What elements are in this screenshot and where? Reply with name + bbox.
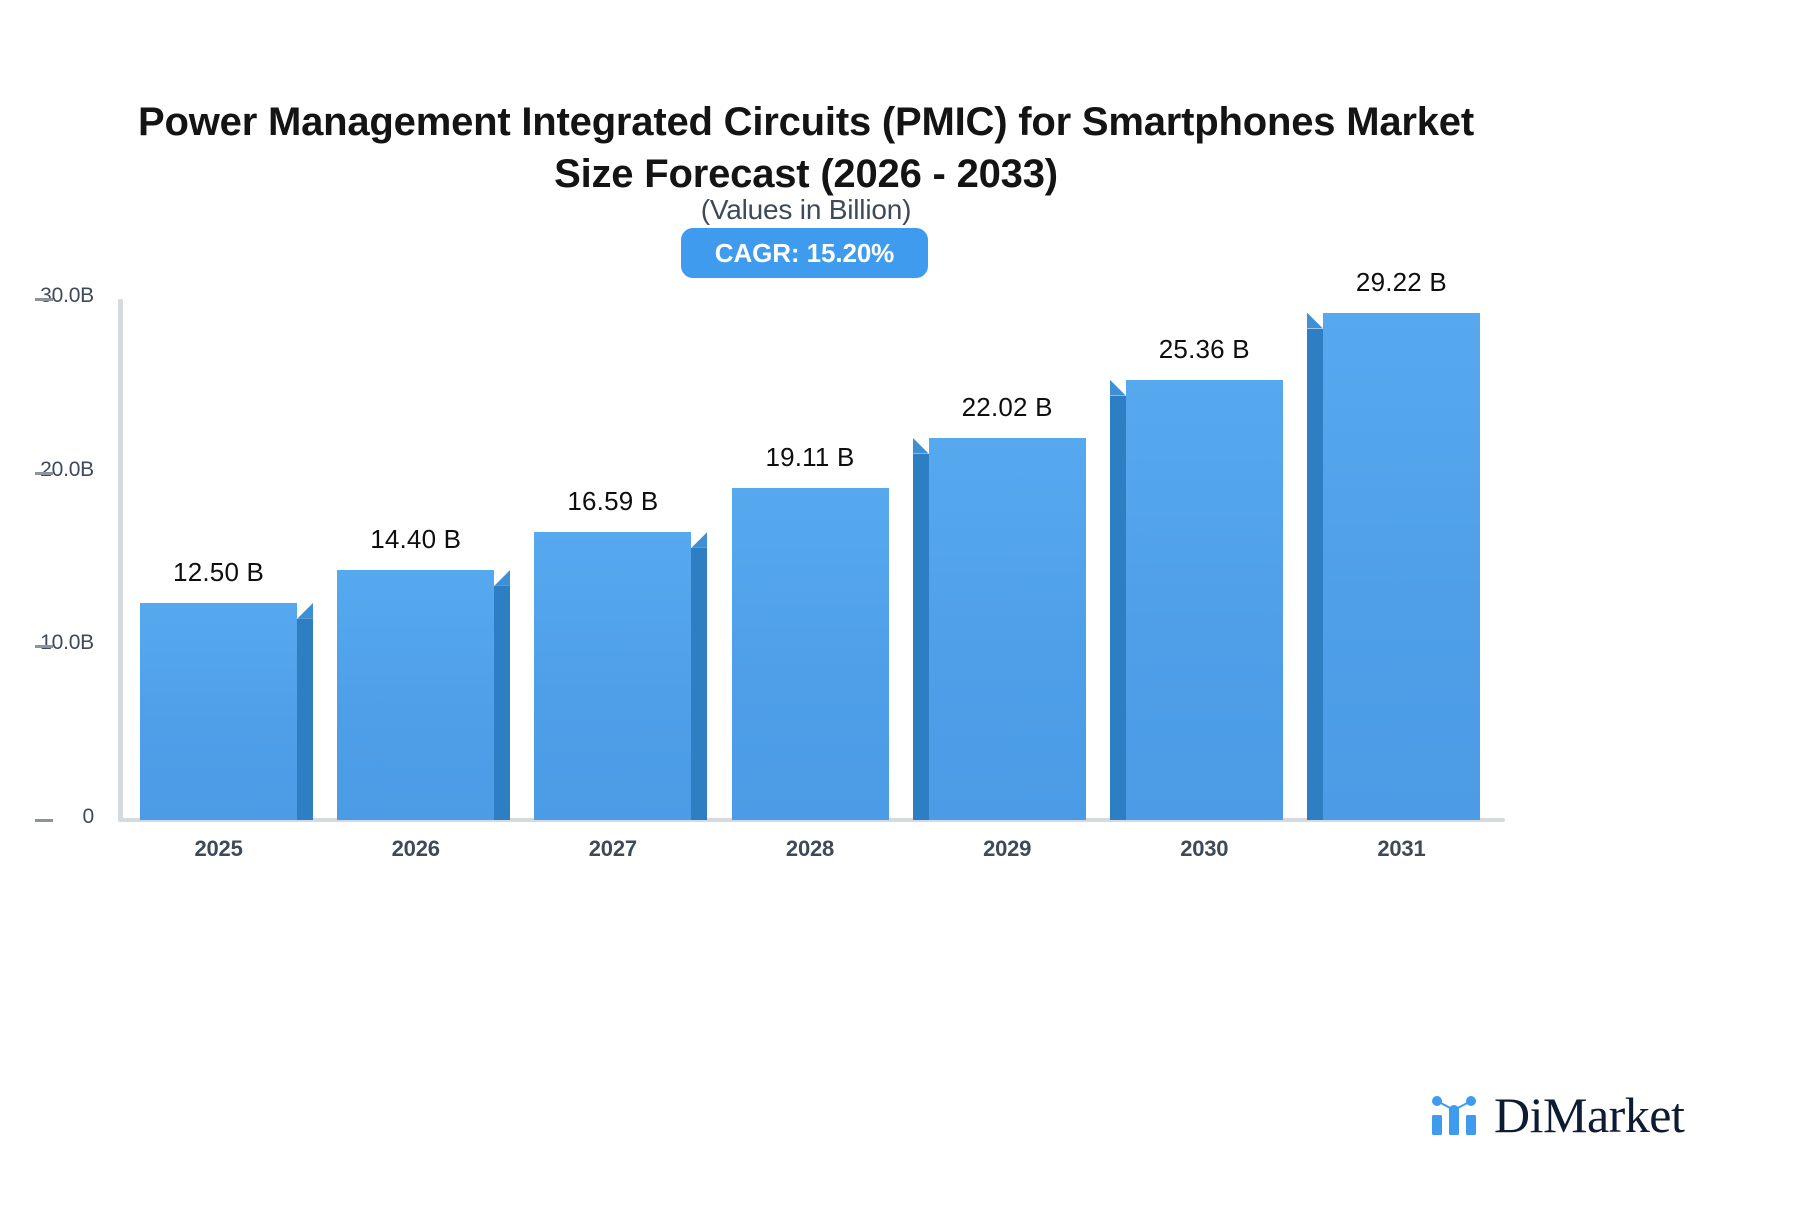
- y-axis-tick-label: 30.0B: [40, 284, 94, 307]
- x-axis-tick-label: 2029: [983, 836, 1032, 861]
- y-axis-tick-mark: [35, 471, 53, 475]
- bar[interactable]: [337, 569, 511, 820]
- bar-value-label: 22.02 B: [961, 391, 1053, 422]
- y-axis-tick: 30.0B: [0, 284, 94, 308]
- y-axis-tick-mark: [35, 298, 53, 301]
- x-axis-tick-label: 2026: [391, 836, 440, 861]
- y-axis-line: [118, 299, 123, 821]
- y-axis-tick: 10.0B: [0, 631, 94, 655]
- bar-side-face: [1109, 395, 1126, 820]
- y-axis-tick: 0: [0, 805, 94, 829]
- bar-front-face: [337, 569, 495, 820]
- bar-value-label: 12.50 B: [173, 556, 265, 587]
- x-axis-tick-label: 2028: [785, 836, 835, 861]
- bar-value-label: 25.36 B: [1158, 333, 1250, 364]
- title-block: Power Management Integrated Circuits (PM…: [0, 96, 1612, 200]
- bar[interactable]: [140, 602, 314, 820]
- bar-chart-dots-icon: [1432, 1096, 1476, 1135]
- bar-front-face: [1322, 312, 1480, 820]
- y-axis-tick-label: 0: [82, 805, 95, 828]
- bar-top-face: [494, 569, 511, 586]
- brand-name: DiMarket: [1494, 1087, 1685, 1143]
- x-axis-tick-label: 2030: [1180, 836, 1229, 861]
- bar-value-label: 29.22 B: [1355, 266, 1447, 297]
- bar-value-label: 19.11 B: [765, 442, 855, 473]
- cagr-badge: CAGR: 15.20%: [681, 228, 928, 278]
- x-axis-tick-label: 2027: [588, 836, 637, 861]
- x-axis-line: [118, 818, 1505, 822]
- y-axis-tick: 20.0B: [0, 458, 94, 482]
- bar-side-face: [494, 585, 511, 820]
- y-axis-tick-mark: [35, 819, 53, 822]
- brand-logo: DiMarket: [1430, 1087, 1685, 1143]
- y-axis-tick-label: 20.0B: [40, 457, 94, 481]
- bar-top-face: [297, 602, 314, 619]
- x-axis-tick-label: 2031: [1377, 836, 1426, 861]
- bar-value-label: 14.40 B: [370, 523, 462, 554]
- bar-front-face: [731, 488, 889, 820]
- bar-top-face: [691, 531, 708, 548]
- bar-front-face: [1125, 379, 1283, 820]
- bar-side-face: [1306, 328, 1323, 820]
- bar-top-face: [1306, 312, 1323, 329]
- bar-value-label: 16.59 B: [567, 485, 659, 516]
- chart-subtitle: (Values in Billion): [700, 194, 912, 225]
- y-axis-tick-label: 10.0B: [40, 631, 94, 655]
- bar-side-face: [912, 453, 929, 820]
- y-axis-tick-mark: [35, 645, 53, 649]
- bar-front-face: [140, 602, 298, 820]
- bar-side-face: [297, 618, 314, 820]
- bar-front-face: [534, 531, 692, 820]
- bar[interactable]: [731, 488, 889, 820]
- bar-front-face: [928, 437, 1086, 820]
- bar-side-face: [691, 547, 708, 820]
- bar-top-face: [1109, 379, 1126, 396]
- page-title: Power Management Integrated Circuits (PM…: [138, 100, 1474, 196]
- bar[interactable]: [912, 437, 1086, 820]
- bar[interactable]: [1109, 379, 1283, 820]
- bar[interactable]: [1306, 312, 1480, 820]
- x-axis-tick-label: 2025: [194, 836, 243, 861]
- bar[interactable]: [534, 531, 708, 820]
